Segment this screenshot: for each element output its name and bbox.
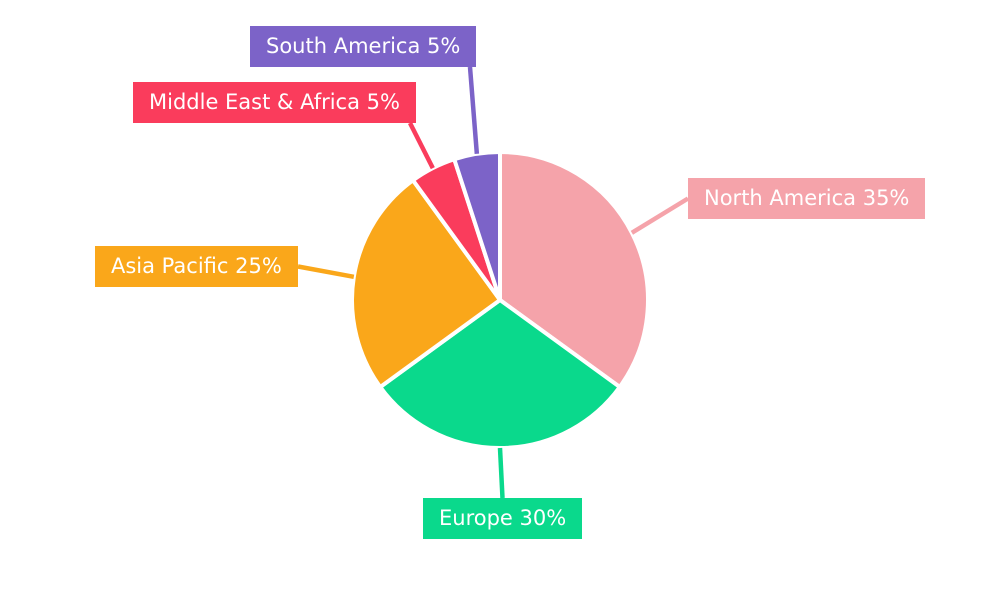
leader-line-north-america <box>630 196 690 235</box>
leader-line-middle-east-africa <box>407 121 435 170</box>
pie-slice-europe <box>378 298 622 450</box>
callout-label-europe: Europe 30% <box>423 498 583 540</box>
leader-lines-group <box>297 66 690 499</box>
callout-label-asia-pacific: Asia Pacific 25% <box>95 246 298 288</box>
pie-slices-group <box>350 150 650 450</box>
callout-label-north-america: North America 35% <box>688 178 926 220</box>
pie-slice-south-america <box>452 150 502 302</box>
leader-line-europe <box>497 447 505 499</box>
callout-label-south-america: South America 5% <box>250 26 477 68</box>
leader-line-asia-pacific <box>297 264 355 280</box>
pie-slice-asia-pacific <box>350 178 502 389</box>
callout-label-middle-east-africa: Middle East & Africa 5% <box>133 82 416 124</box>
leader-line-south-america <box>467 66 480 154</box>
pie-slice-north-america <box>498 150 650 389</box>
